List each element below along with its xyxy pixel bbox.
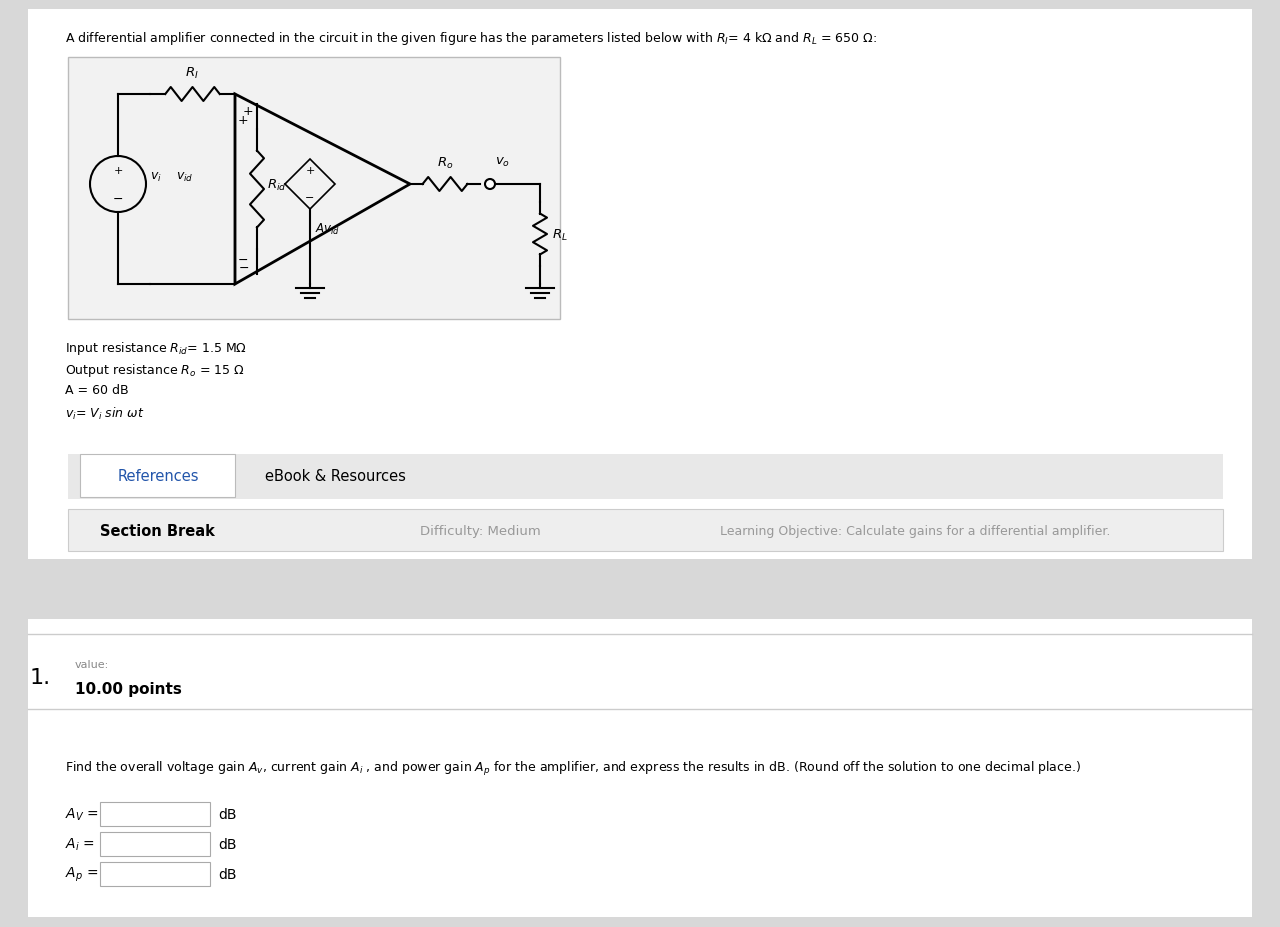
Text: Input resistance $R_{id}$= 1.5 MΩ: Input resistance $R_{id}$= 1.5 MΩ bbox=[65, 339, 247, 357]
Bar bbox=[68, 58, 561, 320]
Text: A = 60 dB: A = 60 dB bbox=[65, 384, 128, 397]
Text: $v_i$= $V_i$ sin ωt: $v_i$= $V_i$ sin ωt bbox=[65, 406, 145, 422]
Text: $Av_{id}$: $Av_{id}$ bbox=[315, 222, 340, 236]
Text: Section Break: Section Break bbox=[100, 523, 215, 538]
Text: Find the overall voltage gain $A_v$, current gain $A_i$ , and power gain $A_p$ f: Find the overall voltage gain $A_v$, cur… bbox=[65, 759, 1080, 777]
Text: +: + bbox=[114, 166, 123, 176]
Text: +: + bbox=[238, 113, 248, 126]
Text: dB: dB bbox=[218, 867, 237, 881]
Text: A differential amplifier connected in the circuit in the given figure has the pa: A differential amplifier connected in th… bbox=[65, 30, 877, 47]
Text: dB: dB bbox=[218, 837, 237, 851]
Text: −: − bbox=[238, 253, 248, 266]
Text: −: − bbox=[113, 192, 123, 205]
Text: $R_o$: $R_o$ bbox=[436, 156, 453, 171]
Text: $A_p$ =: $A_p$ = bbox=[65, 865, 99, 883]
Text: +: + bbox=[306, 166, 315, 176]
Text: $A_i$ =: $A_i$ = bbox=[65, 836, 95, 852]
Bar bbox=[68, 454, 1222, 500]
Text: dB: dB bbox=[218, 807, 237, 821]
Text: Difficulty: Medium: Difficulty: Medium bbox=[420, 524, 540, 537]
Circle shape bbox=[485, 180, 495, 190]
Text: $R_I$: $R_I$ bbox=[186, 66, 198, 81]
Text: Output resistance $R_o$ = 15 Ω: Output resistance $R_o$ = 15 Ω bbox=[65, 362, 244, 378]
Bar bbox=[100, 832, 210, 856]
Text: +: + bbox=[243, 105, 253, 118]
Text: References: References bbox=[118, 469, 198, 484]
Text: $v_i$: $v_i$ bbox=[150, 171, 161, 184]
Text: Learning Objective: Calculate gains for a differential amplifier.: Learning Objective: Calculate gains for … bbox=[721, 524, 1110, 537]
Text: $v_{id}$: $v_{id}$ bbox=[177, 171, 193, 184]
Bar bbox=[68, 510, 1222, 552]
Text: −: − bbox=[306, 192, 315, 202]
Text: eBook & Resources: eBook & Resources bbox=[265, 469, 406, 484]
Bar bbox=[100, 862, 210, 886]
Bar bbox=[28, 559, 1252, 619]
Text: $v_o$: $v_o$ bbox=[495, 156, 509, 169]
Text: $R_{id}$: $R_{id}$ bbox=[268, 177, 287, 192]
Bar bbox=[28, 619, 1252, 899]
Text: value:: value: bbox=[76, 659, 109, 669]
Text: −: − bbox=[239, 261, 250, 274]
Text: $A_V$ =: $A_V$ = bbox=[65, 806, 99, 822]
Text: 1.: 1. bbox=[29, 667, 51, 687]
Bar bbox=[81, 454, 236, 498]
Text: $R_L$: $R_L$ bbox=[552, 227, 568, 242]
Text: 10.00 points: 10.00 points bbox=[76, 681, 182, 696]
Bar bbox=[100, 802, 210, 826]
